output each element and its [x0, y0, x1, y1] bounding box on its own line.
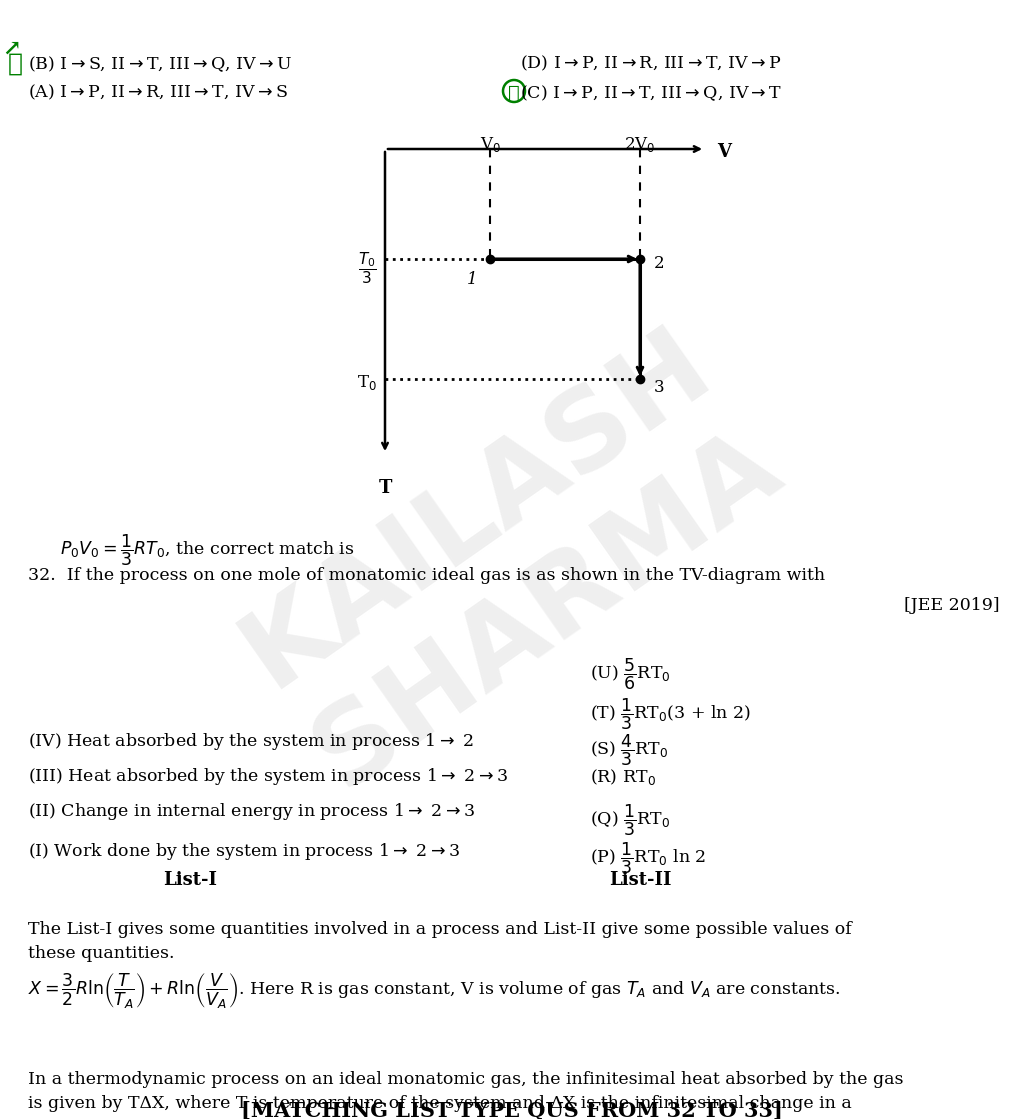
Text: (T) $\dfrac{1}{3}$RT$_0$(3 + ln 2): (T) $\dfrac{1}{3}$RT$_0$(3 + ln 2) [590, 697, 752, 733]
Text: KAILASH
SHARMA: KAILASH SHARMA [223, 309, 801, 809]
Text: $\dfrac{T_0}{3}$: $\dfrac{T_0}{3}$ [358, 251, 377, 286]
Text: 1: 1 [467, 271, 477, 288]
Text: ✗: ✗ [508, 85, 520, 103]
Text: $P_0V_0 = \dfrac{1}{3}RT_0$, the correct match is: $P_0V_0 = \dfrac{1}{3}RT_0$, the correct… [60, 533, 354, 568]
Text: 3: 3 [654, 379, 665, 396]
Text: [JEE 2019]: [JEE 2019] [904, 598, 1000, 614]
Text: T$_0$: T$_0$ [357, 373, 377, 392]
Text: (III) Heat absorbed by the system in process 1$\rightarrow$ 2$\rightarrow$3: (III) Heat absorbed by the system in pro… [28, 767, 508, 787]
Text: V$_0$: V$_0$ [479, 135, 501, 154]
Text: (P) $\dfrac{1}{3}$RT$_0$ ln 2: (P) $\dfrac{1}{3}$RT$_0$ ln 2 [590, 841, 707, 876]
Text: (II) Change in internal energy in process 1$\rightarrow$ 2$\rightarrow$3: (II) Change in internal energy in proces… [28, 801, 475, 822]
Text: (U) $\dfrac{5}{6}$RT$_0$: (U) $\dfrac{5}{6}$RT$_0$ [590, 657, 671, 693]
Text: (B) I$\rightarrow$S, II$\rightarrow$T, III$\rightarrow$Q, IV$\rightarrow$U: (B) I$\rightarrow$S, II$\rightarrow$T, I… [28, 54, 293, 74]
Text: ↗: ↗ [2, 38, 20, 60]
Text: T: T [378, 479, 392, 497]
Text: V: V [717, 143, 731, 161]
Text: In a thermodynamic process on an ideal monatomic gas, the infinitesimal heat abs: In a thermodynamic process on an ideal m… [28, 1071, 903, 1119]
Text: (C) I$\rightarrow$P, II$\rightarrow$T, III$\rightarrow$Q, IV$\rightarrow$T: (C) I$\rightarrow$P, II$\rightarrow$T, I… [520, 83, 782, 103]
Text: List-I: List-I [163, 871, 217, 888]
Text: 32.  If the process on one mole of monatomic ideal gas is as shown in the TV-dia: 32. If the process on one mole of monato… [28, 567, 825, 584]
Text: (S) $\dfrac{4}{3}$RT$_0$: (S) $\dfrac{4}{3}$RT$_0$ [590, 733, 668, 769]
Text: $X = \dfrac{3}{2}R\ln\!\left(\dfrac{T}{T_A}\right) + R\ln\!\left(\dfrac{V}{V_A}\: $X = \dfrac{3}{2}R\ln\!\left(\dfrac{T}{T… [28, 971, 841, 1010]
Text: The List-I gives some quantities involved in a process and List-II give some pos: The List-I gives some quantities involve… [28, 921, 852, 962]
Text: (IV) Heat absorbed by the system in process 1$\rightarrow$ 2: (IV) Heat absorbed by the system in proc… [28, 731, 474, 752]
Text: (D) I$\rightarrow$P, II$\rightarrow$R, III$\rightarrow$T, IV$\rightarrow$P: (D) I$\rightarrow$P, II$\rightarrow$R, I… [520, 54, 781, 73]
Text: (Q) $\dfrac{1}{3}$RT$_0$: (Q) $\dfrac{1}{3}$RT$_0$ [590, 803, 671, 838]
Text: [MATCHING LIST TYPE QUS FROM 32 TO 33]: [MATCHING LIST TYPE QUS FROM 32 TO 33] [241, 1101, 783, 1119]
Text: 2V$_0$: 2V$_0$ [625, 135, 655, 154]
Text: 2: 2 [654, 255, 665, 272]
Text: ✗: ✗ [8, 51, 23, 76]
Text: List-II: List-II [608, 871, 672, 888]
Text: (R) RT$_0$: (R) RT$_0$ [590, 767, 656, 787]
Text: (A) I$\rightarrow$P, II$\rightarrow$R, III$\rightarrow$T, IV$\rightarrow$S: (A) I$\rightarrow$P, II$\rightarrow$R, I… [28, 83, 288, 102]
Text: (I) Work done by the system in process 1$\rightarrow$ 2$\rightarrow$3: (I) Work done by the system in process 1… [28, 841, 460, 862]
